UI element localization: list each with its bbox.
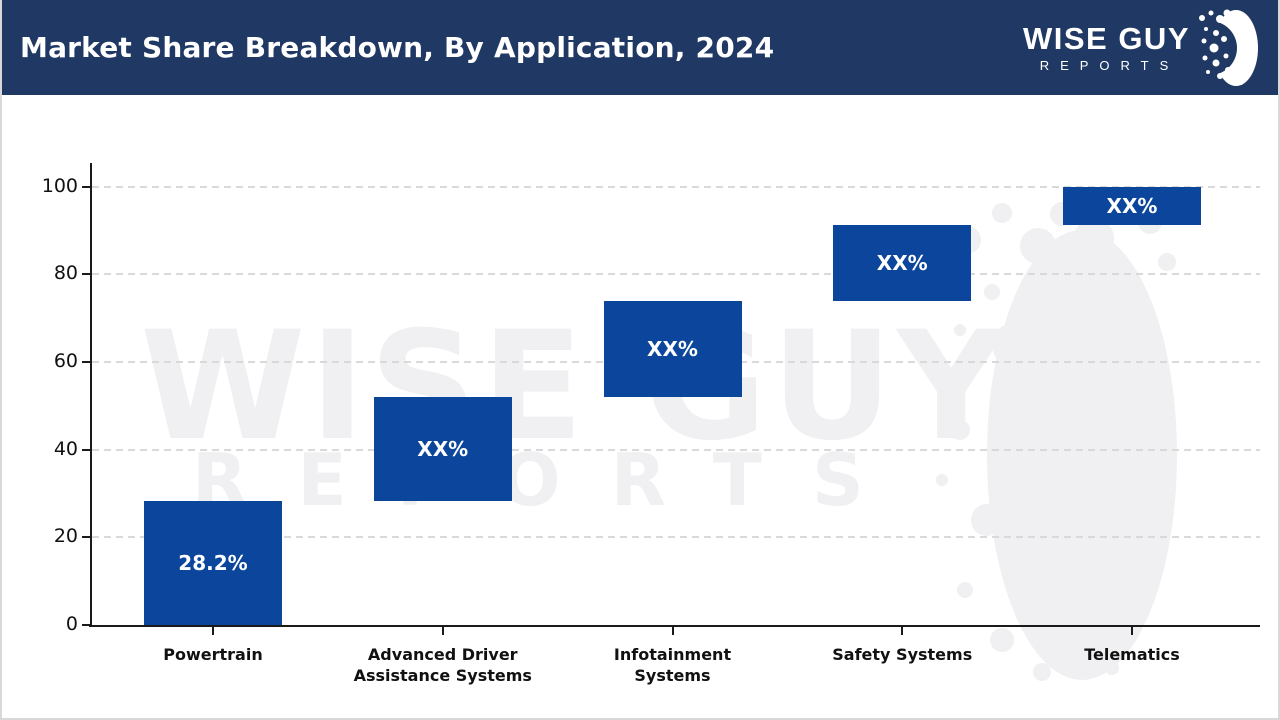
bar-value-label: 28.2%	[178, 551, 248, 576]
chart-title: Market Share Breakdown, By Application, …	[20, 31, 775, 64]
y-tick-label: 100	[41, 174, 78, 197]
logo-head-icon	[1196, 9, 1258, 86]
watermark-line2-text: REPORTS	[192, 438, 914, 522]
y-tick-label: 40	[53, 437, 78, 460]
bar: XX%	[373, 396, 512, 502]
header-bar: Market Share Breakdown, By Application, …	[2, 0, 1278, 95]
bar-value-label: XX%	[876, 251, 928, 276]
y-tick-label: 0	[65, 613, 78, 635]
gridline	[92, 536, 1260, 539]
y-tick-mark	[82, 448, 90, 451]
bar-value-label: XX%	[417, 437, 469, 462]
bar-value-label: XX%	[1106, 193, 1158, 218]
bar: XX%	[833, 225, 972, 302]
x-category-label: Powertrain	[163, 645, 263, 664]
y-tick-label: 80	[53, 262, 78, 285]
y-axis-line	[90, 163, 92, 627]
x-tick-mark	[212, 627, 214, 635]
x-category-label: Advanced Driver Assistance Systems	[353, 645, 532, 685]
y-tick-label: 20	[53, 525, 78, 548]
chart-area: WISE GUY REPORTS 0 20 40 60 80 100 28.2% Powert…	[2, 95, 1278, 718]
x-category-label: Telematics	[1084, 645, 1180, 664]
bar: 28.2%	[144, 501, 282, 625]
wiseguy-logo: WISE GUY REPORTS	[1023, 8, 1260, 88]
y-tick-mark	[82, 273, 90, 276]
gridline	[92, 185, 1260, 188]
x-tick-mark	[901, 627, 904, 635]
bar-value-label: XX%	[647, 337, 698, 362]
bar: XX%	[1063, 186, 1201, 226]
y-tick-mark	[82, 536, 90, 539]
y-tick-mark	[82, 624, 90, 626]
x-tick-mark	[1131, 627, 1133, 635]
gridline	[92, 448, 1260, 451]
bar: XX%	[603, 301, 742, 397]
x-tick-mark	[441, 627, 444, 635]
logo-wordmark: WISE GUY	[1022, 21, 1190, 56]
y-tick-mark	[82, 360, 90, 363]
x-axis-line	[89, 625, 1260, 627]
x-category-label: Infotainment Systems	[613, 645, 732, 685]
x-tick-mark	[671, 627, 674, 635]
x-category-label: Safety Systems	[832, 645, 973, 664]
logo-subtext: REPORTS	[1039, 58, 1180, 73]
y-tick-mark	[82, 185, 90, 188]
gridline	[92, 273, 1260, 276]
y-tick-label: 60	[53, 349, 78, 372]
